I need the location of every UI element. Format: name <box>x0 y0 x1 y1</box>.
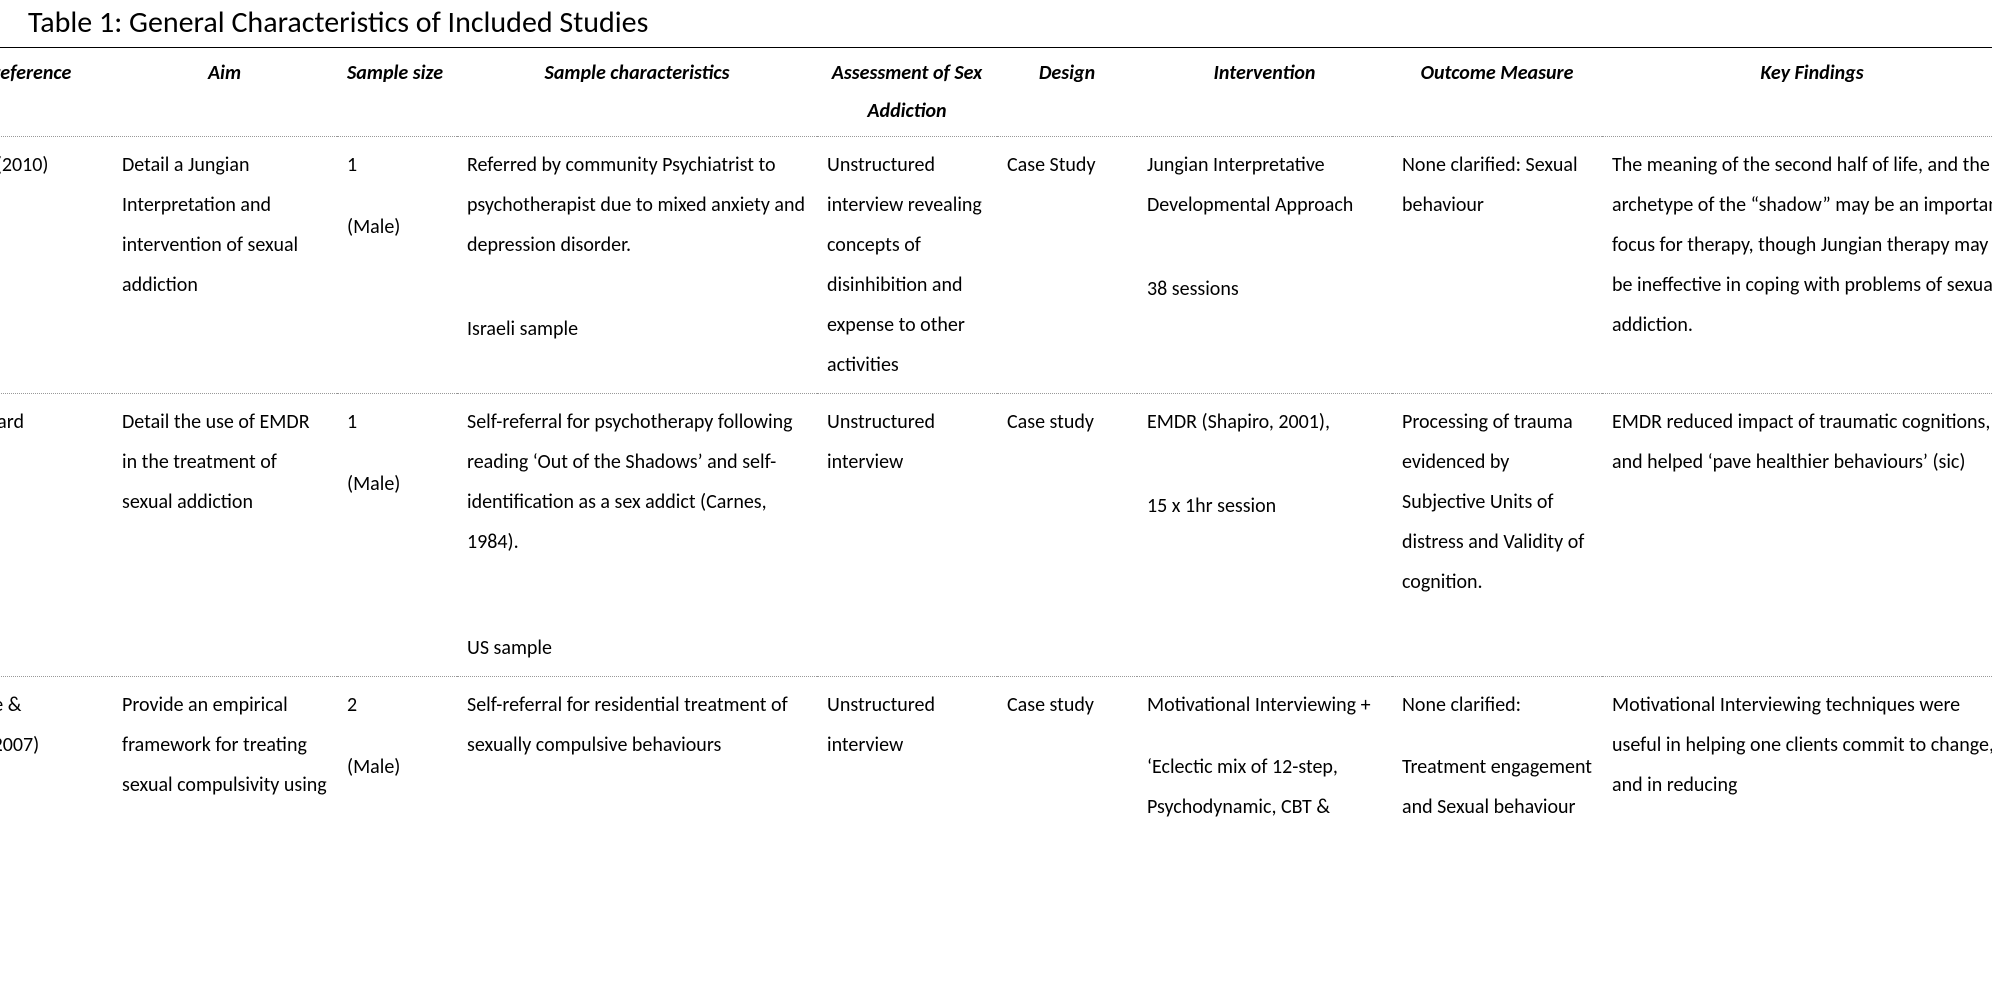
table-row: & Howard 7) Detail the use of EMDR in th… <box>0 394 1992 677</box>
cell-assessment: Unstructured interview revealing concept… <box>817 137 997 394</box>
intervention-sessions: 15 x 1hr session <box>1147 494 1276 518</box>
cell-findings: Motivational Interviewing techniques wer… <box>1602 677 1992 828</box>
cell-aim: Provide an empirical framework for treat… <box>112 677 337 828</box>
cell-sample-size: 1 (Male) <box>337 137 457 394</box>
reference-text-l2: nsky, (2007) <box>0 733 39 757</box>
intervention-detail: ‘Eclectic mix of 12-step, Psychodynamic,… <box>1147 755 1338 819</box>
outcome-l1: None clarified: <box>1402 693 1521 717</box>
document-page: Table 1: General Characteristics of Incl… <box>0 0 1992 827</box>
cell-sample-characteristics: Self-referral for psychotherapy followin… <box>457 394 817 677</box>
col-header-intervention: Intervention <box>1137 48 1392 137</box>
cell-assessment: Unstructured interview <box>817 677 997 828</box>
col-header-outcome: Outcome Measure <box>1392 48 1602 137</box>
cell-aim: Detail a Jungian Interpretation and inte… <box>112 137 337 394</box>
cell-sample-size: 2 (Male) <box>337 677 457 828</box>
col-header-aim: Aim <box>112 48 337 137</box>
intervention-name: EMDR (Shapiro, 2001), <box>1147 410 1330 434</box>
cell-reference: aglion (2010) <box>0 137 112 394</box>
sample-n: 1 <box>347 153 357 177</box>
col-header-findings: Key Findings <box>1602 48 1992 137</box>
cell-design: Case study <box>997 394 1137 677</box>
characteristics-main: Self-referral for psychotherapy followin… <box>467 410 793 554</box>
characteristics-main: Referred by community Psychiatrist to ps… <box>467 153 805 257</box>
cell-outcome: Processing of trauma evidenced by Subjec… <box>1392 394 1602 677</box>
sample-n: 2 <box>347 693 357 717</box>
cell-intervention: Motivational Interviewing + ‘Eclectic mi… <box>1137 677 1392 828</box>
cell-sample-characteristics: Self-referral for residential treatment … <box>457 677 817 828</box>
cell-outcome: None clarified: Sexual behaviour <box>1392 137 1602 394</box>
cell-aim: Detail the use of EMDR in the treatment … <box>112 394 337 677</box>
sample-gender: (Male) <box>347 755 400 779</box>
reference-text-l1: Giudice & <box>0 693 21 717</box>
studies-table: Study reference Aim Sample size Sample c… <box>0 47 1992 827</box>
reference-text: aglion (2010) <box>0 153 48 177</box>
characteristics-origin: Israeli sample <box>467 317 578 341</box>
cell-design: Case study <box>997 677 1137 828</box>
sample-gender: (Male) <box>347 215 400 239</box>
col-header-sample-size: Sample size <box>337 48 457 137</box>
col-header-assessment: Assessment of Sex Addiction <box>817 48 997 137</box>
col-header-reference: Study reference <box>0 48 112 137</box>
characteristics-origin: US sample <box>467 636 552 660</box>
outcome-l2: Treatment engagement and Sexual behaviou… <box>1402 755 1592 819</box>
cell-reference: & Howard 7) <box>0 394 112 677</box>
cell-intervention: EMDR (Shapiro, 2001), 15 x 1hr session <box>1137 394 1392 677</box>
table-row: Giudice & nsky, (2007) Provide an empiri… <box>0 677 1992 828</box>
reference-text-l1: & Howard <box>0 410 24 434</box>
cell-sample-size: 1 (Male) <box>337 394 457 677</box>
cell-design: Case Study <box>997 137 1137 394</box>
intervention-name: Motivational Interviewing + <box>1147 693 1371 717</box>
col-header-sample-characteristics: Sample characteristics <box>457 48 817 137</box>
sample-gender: (Male) <box>347 472 400 496</box>
col-header-design: Design <box>997 48 1137 137</box>
cell-findings: EMDR reduced impact of traumatic cogniti… <box>1602 394 1992 677</box>
table-header-row: Study reference Aim Sample size Sample c… <box>0 48 1992 137</box>
intervention-name: Jungian Interpretative Developmental App… <box>1147 153 1353 217</box>
intervention-sessions: 38 sessions <box>1147 277 1239 301</box>
cell-findings: The meaning of the second half of life, … <box>1602 137 1992 394</box>
cell-intervention: Jungian Interpretative Developmental App… <box>1137 137 1392 394</box>
cell-reference: Giudice & nsky, (2007) <box>0 677 112 828</box>
table-row: aglion (2010) Detail a Jungian Interpret… <box>0 137 1992 394</box>
sample-n: 1 <box>347 410 357 434</box>
cell-assessment: Unstructured interview <box>817 394 997 677</box>
table-title: Table 1: General Characteristics of Incl… <box>0 0 1992 47</box>
cell-sample-characteristics: Referred by community Psychiatrist to ps… <box>457 137 817 394</box>
cell-outcome: None clarified: Treatment engagement and… <box>1392 677 1602 828</box>
